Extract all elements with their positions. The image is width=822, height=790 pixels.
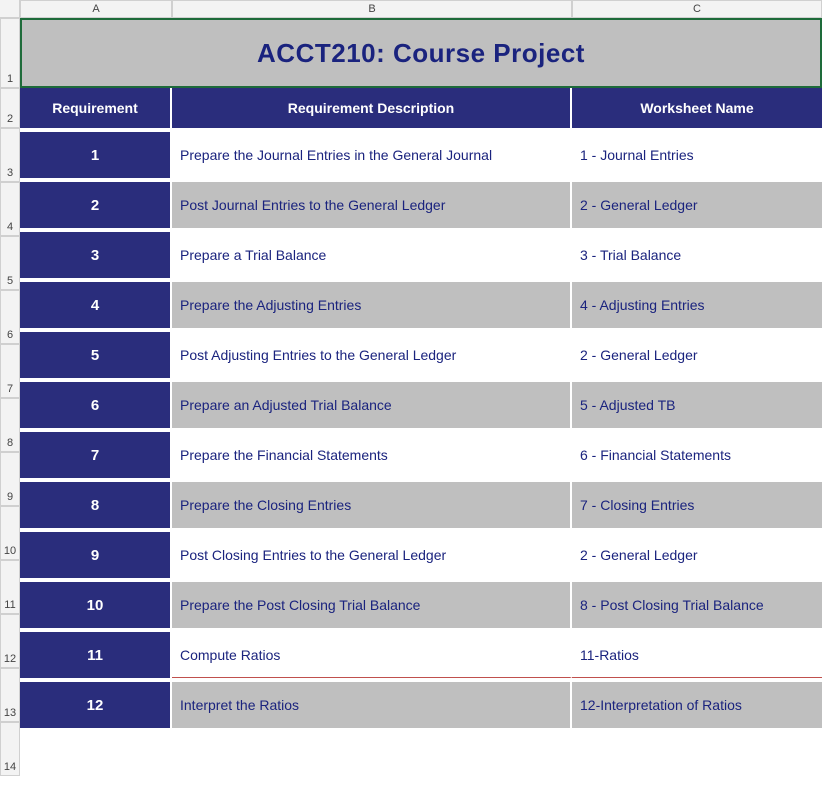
- table-body: 1Prepare the Journal Entries in the Gene…: [20, 128, 822, 728]
- row-header-9[interactable]: 9: [0, 452, 20, 506]
- row-header-13[interactable]: 13: [0, 668, 20, 722]
- table-header-row: Requirement Requirement Description Work…: [20, 88, 822, 128]
- table-row: 6Prepare an Adjusted Trial Balance5 - Ad…: [20, 378, 822, 428]
- row-header-6[interactable]: 6: [0, 290, 20, 344]
- table-row: 3Prepare a Trial Balance3 - Trial Balanc…: [20, 228, 822, 278]
- requirement-description[interactable]: Prepare the Journal Entries in the Gener…: [172, 132, 572, 178]
- worksheet-name[interactable]: 12-Interpretation of Ratios: [572, 682, 822, 728]
- requirement-number[interactable]: 3: [20, 232, 172, 278]
- requirement-description[interactable]: Prepare the Post Closing Trial Balance: [172, 582, 572, 628]
- table-row: 8Prepare the Closing Entries7 - Closing …: [20, 478, 822, 528]
- header-worksheet[interactable]: Worksheet Name: [572, 88, 822, 128]
- col-header-a[interactable]: A: [20, 0, 172, 18]
- worksheet-name[interactable]: 4 - Adjusting Entries: [572, 282, 822, 328]
- table-row: 2Post Journal Entries to the General Led…: [20, 178, 822, 228]
- requirement-description[interactable]: Prepare an Adjusted Trial Balance: [172, 382, 572, 428]
- worksheet-name[interactable]: 2 - General Ledger: [572, 182, 822, 228]
- row-header-10[interactable]: 10: [0, 506, 20, 560]
- worksheet-name[interactable]: 8 - Post Closing Trial Balance: [572, 582, 822, 628]
- worksheet-name[interactable]: 1 - Journal Entries: [572, 132, 822, 178]
- worksheet-name[interactable]: 11-Ratios: [572, 632, 822, 678]
- requirement-description[interactable]: Prepare the Closing Entries: [172, 482, 572, 528]
- requirement-number[interactable]: 1: [20, 132, 172, 178]
- requirement-description[interactable]: Prepare a Trial Balance: [172, 232, 572, 278]
- select-all-corner[interactable]: [0, 0, 20, 18]
- table-row: 4Prepare the Adjusting Entries4 - Adjust…: [20, 278, 822, 328]
- table-row: 5Post Adjusting Entries to the General L…: [20, 328, 822, 378]
- row-header-14[interactable]: 14: [0, 722, 20, 776]
- row-header-7[interactable]: 7: [0, 344, 20, 398]
- requirement-number[interactable]: 9: [20, 532, 172, 578]
- row-header-12[interactable]: 12: [0, 614, 20, 668]
- row-header-8[interactable]: 8: [0, 398, 20, 452]
- row-header-11[interactable]: 11: [0, 560, 20, 614]
- requirement-description[interactable]: Prepare the Financial Statements: [172, 432, 572, 478]
- worksheet-name[interactable]: 5 - Adjusted TB: [572, 382, 822, 428]
- worksheet-name[interactable]: 3 - Trial Balance: [572, 232, 822, 278]
- row-header-1[interactable]: 1: [0, 18, 20, 88]
- worksheet-name[interactable]: 7 - Closing Entries: [572, 482, 822, 528]
- header-requirement[interactable]: Requirement: [20, 88, 172, 128]
- table-row: 1Prepare the Journal Entries in the Gene…: [20, 128, 822, 178]
- table-row: 11Compute Ratios11-Ratios: [20, 628, 822, 678]
- requirement-number[interactable]: 12: [20, 682, 172, 728]
- row-header-5[interactable]: 5: [0, 236, 20, 290]
- col-header-c[interactable]: C: [572, 0, 822, 18]
- requirement-description[interactable]: Interpret the Ratios: [172, 682, 572, 728]
- requirement-number[interactable]: 4: [20, 282, 172, 328]
- table-row: 12Interpret the Ratios12-Interpretation …: [20, 678, 822, 728]
- requirement-number[interactable]: 5: [20, 332, 172, 378]
- requirement-number[interactable]: 8: [20, 482, 172, 528]
- requirement-description[interactable]: Post Adjusting Entries to the General Le…: [172, 332, 572, 378]
- col-header-b[interactable]: B: [172, 0, 572, 18]
- sheet-content: ACCT210: Course Project Requirement Requ…: [20, 18, 822, 776]
- requirement-description[interactable]: Prepare the Adjusting Entries: [172, 282, 572, 328]
- requirement-number[interactable]: 7: [20, 432, 172, 478]
- worksheet-name[interactable]: 2 - General Ledger: [572, 332, 822, 378]
- table-row: 9Post Closing Entries to the General Led…: [20, 528, 822, 578]
- row-header-3[interactable]: 3: [0, 128, 20, 182]
- requirement-number[interactable]: 2: [20, 182, 172, 228]
- requirement-description[interactable]: Post Closing Entries to the General Ledg…: [172, 532, 572, 578]
- table-row: 7Prepare the Financial Statements6 - Fin…: [20, 428, 822, 478]
- page-title[interactable]: ACCT210: Course Project: [20, 18, 822, 88]
- header-description[interactable]: Requirement Description: [172, 88, 572, 128]
- worksheet-name[interactable]: 6 - Financial Statements: [572, 432, 822, 478]
- spreadsheet-grid: A B C 1 2 3 4 5 6 7 8 9 10 11 12 13 14 A…: [0, 0, 822, 776]
- worksheet-name[interactable]: 2 - General Ledger: [572, 532, 822, 578]
- requirement-number[interactable]: 11: [20, 632, 172, 678]
- requirement-description[interactable]: Compute Ratios: [172, 632, 572, 678]
- row-header-4[interactable]: 4: [0, 182, 20, 236]
- requirement-description[interactable]: Post Journal Entries to the General Ledg…: [172, 182, 572, 228]
- requirement-number[interactable]: 6: [20, 382, 172, 428]
- requirement-number[interactable]: 10: [20, 582, 172, 628]
- row-header-2[interactable]: 2: [0, 88, 20, 128]
- table-row: 10Prepare the Post Closing Trial Balance…: [20, 578, 822, 628]
